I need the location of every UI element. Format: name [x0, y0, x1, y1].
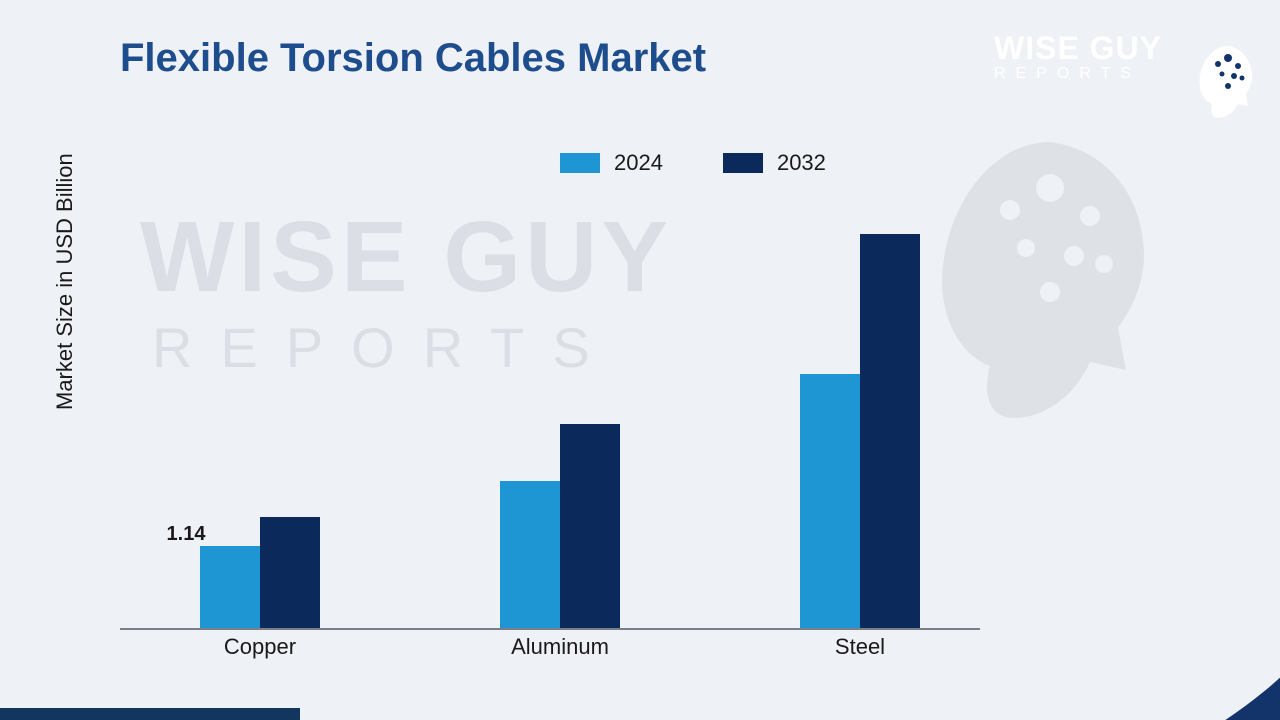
legend-swatch-2032 [723, 153, 763, 173]
y-axis-label: Market Size in USD Billion [52, 153, 78, 410]
bar [560, 424, 620, 628]
bar [800, 374, 860, 628]
legend-label-2024: 2024 [614, 150, 663, 176]
page-title: Flexible Torsion Cables Market [120, 36, 706, 81]
legend-item-2032: 2032 [723, 150, 826, 176]
x-axis-baseline [120, 628, 980, 630]
category-label: Aluminum [511, 634, 609, 660]
legend: 2024 2032 [560, 150, 826, 176]
brand-logo: WISE GUY REPORTS [994, 30, 1254, 83]
bar [260, 517, 320, 628]
head-icon [1188, 42, 1258, 122]
bar-value-label: 1.14 [167, 523, 206, 546]
bar [200, 546, 260, 628]
footer-accent-bar [0, 708, 300, 720]
bar [860, 234, 920, 628]
legend-label-2032: 2032 [777, 150, 826, 176]
chart-plot-area: 1.14Copper Aluminum Steel [120, 200, 980, 630]
bar-group: 1.14Copper [200, 517, 320, 628]
category-label: Copper [224, 634, 296, 660]
bar-group: Aluminum [500, 424, 620, 628]
legend-swatch-2024 [560, 153, 600, 173]
category-label: Steel [835, 634, 885, 660]
legend-item-2024: 2024 [560, 150, 663, 176]
bar-group: Steel [800, 234, 920, 628]
bar [500, 481, 560, 628]
